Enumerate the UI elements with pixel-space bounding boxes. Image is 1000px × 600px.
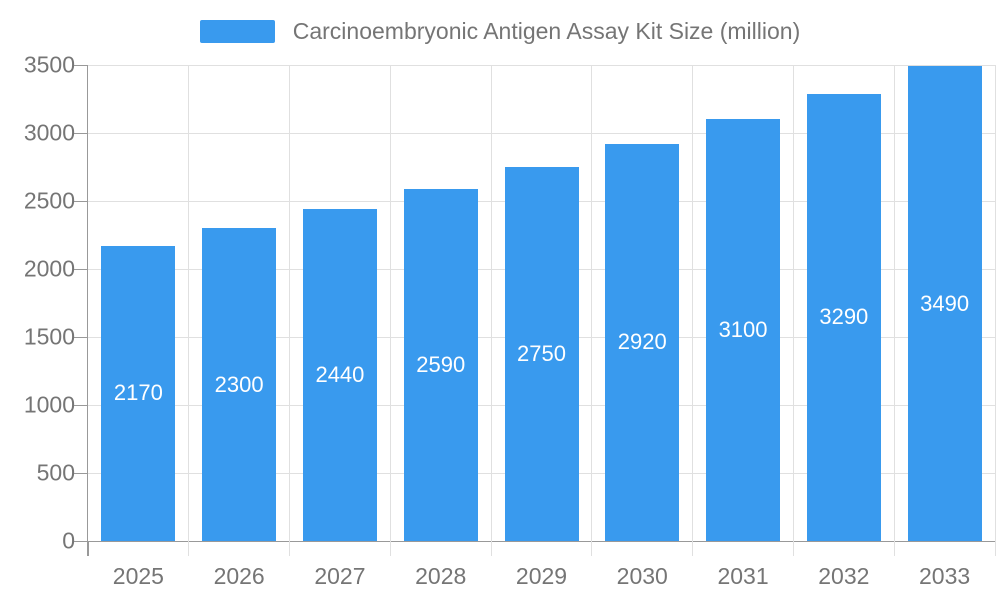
- bar-value-label: 3490: [920, 290, 970, 316]
- x-axis-line: [88, 540, 995, 542]
- gridline-vertical: [389, 65, 391, 541]
- y-axis-tick-label: 500: [36, 459, 75, 486]
- bar: 2300: [202, 228, 277, 541]
- y-axis-tick-label: 0: [62, 527, 75, 554]
- y-axis-tick: [74, 64, 87, 66]
- x-axis-tick-label: 2033: [919, 563, 971, 589]
- gridline-vertical: [893, 65, 895, 541]
- bar-value-label: 2300: [214, 371, 264, 397]
- plot-area: 0 500 1000 1500 2000 2500 3000 3500 2170 2025 2300…: [24, 53, 996, 588]
- x-axis-tick: [289, 541, 291, 556]
- legend-title: Carcinoembryonic Antigen Assay Kit Size …: [292, 18, 801, 44]
- y-axis-tick-label: 2000: [23, 255, 75, 282]
- bar: 2590: [403, 188, 478, 541]
- x-axis-tick-label: 2028: [415, 563, 467, 589]
- bar: 2440: [302, 209, 377, 541]
- x-axis-tick-label: 2029: [515, 563, 568, 589]
- x-axis-tick: [994, 541, 996, 556]
- y-axis-tick-label: 1500: [23, 323, 75, 350]
- gridline-vertical: [490, 65, 492, 541]
- y-axis-tick: [74, 132, 87, 134]
- bar-value-label: 2170: [113, 380, 163, 406]
- bar: 3490: [907, 66, 982, 541]
- bar-value-label: 2590: [416, 351, 466, 377]
- bar-value-label: 2920: [617, 329, 667, 355]
- gridline-vertical: [692, 65, 694, 541]
- bar-value-label: 2440: [315, 362, 365, 388]
- y-axis-tick: [74, 404, 87, 406]
- bar-value-label: 3100: [718, 317, 768, 343]
- x-axis-tick-label: 2031: [717, 563, 769, 589]
- x-axis-tick: [792, 541, 794, 556]
- y-axis-tick: [74, 268, 87, 270]
- x-axis-tick: [490, 541, 492, 556]
- gridline-vertical: [994, 65, 996, 541]
- y-axis-tick-label: 3000: [23, 119, 75, 146]
- bar-value-label: 2750: [517, 341, 566, 366]
- x-axis-tick: [591, 541, 593, 556]
- gridline-vertical: [591, 65, 593, 541]
- y-axis-tick: [74, 540, 87, 542]
- y-axis-tick: [74, 472, 87, 474]
- x-axis-tick-label: 2025: [112, 563, 164, 589]
- gridline-horizontal: [88, 64, 995, 66]
- x-axis-tick-label: 2032: [818, 563, 870, 589]
- x-axis-tick-label: 2026: [213, 563, 265, 589]
- bar: 2920: [605, 143, 680, 541]
- x-axis-tick-label: 2027: [314, 563, 366, 589]
- x-axis-tick-label: 2030: [616, 563, 668, 589]
- gridline-vertical: [792, 65, 794, 541]
- gridline-vertical: [289, 65, 291, 541]
- y-axis-tick-label: 1000: [23, 391, 75, 418]
- y-axis-tick-label: 2500: [23, 187, 75, 214]
- chart-legend: Carcinoembryonic Antigen Assay Kit Size …: [0, 18, 1000, 46]
- y-axis-tick: [74, 336, 87, 338]
- gridline-horizontal: [88, 132, 995, 134]
- x-axis-tick: [893, 541, 895, 556]
- gridline-vertical: [188, 65, 190, 541]
- bar: 2170: [101, 245, 176, 541]
- x-axis-tick: [188, 541, 190, 556]
- x-axis-tick: [389, 541, 391, 556]
- x-axis-tick: [87, 541, 89, 556]
- y-axis-tick: [74, 200, 87, 202]
- bar: 2750: [504, 167, 579, 541]
- bar: 3100: [706, 119, 781, 541]
- bar: 3290: [806, 93, 881, 541]
- y-axis-tick-label: 3500: [23, 51, 75, 78]
- legend-swatch: [199, 20, 275, 44]
- x-axis-tick: [692, 541, 694, 556]
- y-axis-line: [87, 65, 88, 556]
- bar-value-label: 3290: [819, 304, 869, 330]
